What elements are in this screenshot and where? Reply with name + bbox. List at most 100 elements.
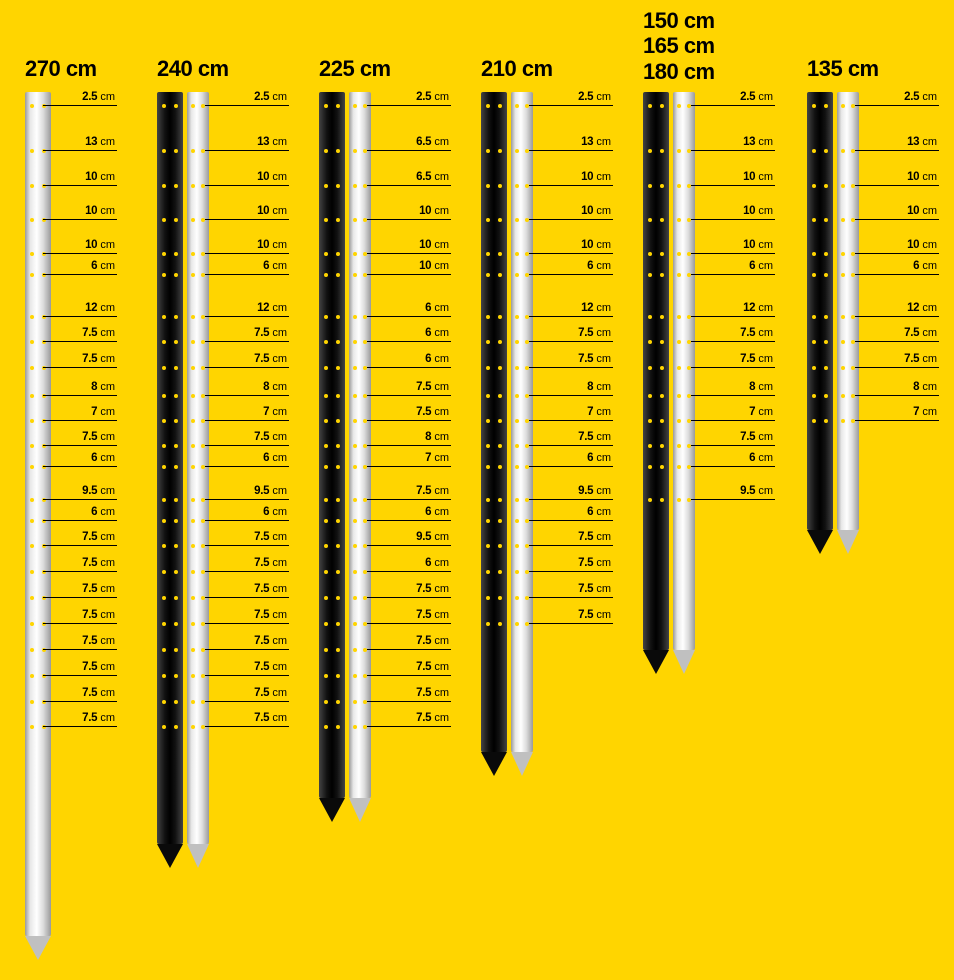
measure-value: 7.5 [254,712,269,724]
post-hole [162,419,166,423]
measure-unit: cm [919,205,937,217]
measure-label: 6.5 cm [367,137,451,151]
post-hole [648,273,652,277]
post-hole [498,544,502,548]
measure-unit: cm [269,712,287,724]
measure-value: 7.5 [740,327,755,339]
post-hole [660,444,664,448]
measure-unit: cm [755,406,773,418]
measure-label: 7 cm [691,407,775,421]
post-hole [191,218,195,222]
post-black [481,92,507,752]
post-hole [841,218,845,222]
post-hole [30,725,34,729]
measure-unit: cm [593,557,611,569]
measure-label: 7.5 cm [205,532,289,546]
post-hole [191,273,195,277]
measure-value: 6.5 [416,136,431,148]
measure-label: 8 cm [855,382,939,396]
measure-unit: cm [97,583,115,595]
post-hole [336,149,340,153]
measure-unit: cm [431,609,449,621]
post-hole [30,340,34,344]
post-hole [353,570,357,574]
measure-label: 10 cm [691,206,775,220]
post-black [157,92,183,844]
measure-value: 2.5 [254,91,269,103]
measure-label: 6 cm [205,453,289,467]
measure-label: 2.5 cm [529,92,613,106]
measure-label: 8 cm [691,382,775,396]
measure-label: 10 cm [205,240,289,254]
measure-unit: cm [755,302,773,314]
post-hole [353,544,357,548]
post-hole [353,252,357,256]
post-hole [515,544,519,548]
post-hole [336,394,340,398]
post-hole [660,218,664,222]
measure-label: 7.5 cm [205,688,289,702]
post-hole [162,465,166,469]
measure-label: 6.5 cm [367,172,451,186]
measure-unit: cm [97,239,115,251]
measure-unit: cm [593,431,611,443]
measure-value: 7.5 [82,687,97,699]
post-hole [353,218,357,222]
measure-label: 7.5 cm [43,354,117,368]
post-hole [162,366,166,370]
measure-value: 10 [85,239,97,251]
post-hole [677,465,681,469]
measure-unit: cm [431,452,449,464]
post-hole [515,519,519,523]
measure-unit: cm [269,635,287,647]
measure-unit: cm [269,485,287,497]
post-hole [30,394,34,398]
measure-unit: cm [269,91,287,103]
measure-value: 7.5 [254,687,269,699]
post-hole [162,184,166,188]
measure-value: 13 [257,136,269,148]
measure-value: 6.5 [416,171,431,183]
measure-value: 7.5 [82,635,97,647]
post-hole [191,340,195,344]
post-hole [174,273,178,277]
post-hole [191,465,195,469]
measure-label: 6 cm [43,507,117,521]
post-hole [515,184,519,188]
measure-value: 7.5 [740,353,755,365]
post-hole [486,498,490,502]
post-hole [30,465,34,469]
measure-value: 7.5 [82,661,97,673]
post-hole [324,104,328,108]
measure-unit: cm [97,712,115,724]
measure-unit: cm [431,239,449,251]
measure-unit: cm [919,260,937,272]
measure-label: 7.5 cm [529,354,613,368]
post-hole [162,700,166,704]
post-hole [336,419,340,423]
post-hole [824,184,828,188]
measure-label: 10 cm [855,240,939,254]
measure-label: 13 cm [205,137,289,151]
post-hole [841,394,845,398]
measure-value: 7.5 [578,557,593,569]
measure-value: 13 [907,136,919,148]
measure-value: 9.5 [254,485,269,497]
post-hole [841,184,845,188]
measure-unit: cm [755,205,773,217]
measure-label: 6 cm [367,328,451,342]
measure-label: 10 cm [43,172,117,186]
measure-label: 7.5 cm [43,688,117,702]
post-hole [648,149,652,153]
measure-label: 6 cm [367,354,451,368]
post-hole [30,674,34,678]
measure-value: 10 [581,205,593,217]
post-hole [353,315,357,319]
measure-unit: cm [593,353,611,365]
post-hole [486,149,490,153]
measure-label: 8 cm [205,382,289,396]
measure-unit: cm [431,205,449,217]
post-hole [648,394,652,398]
post-hole [677,498,681,502]
post-hole [648,419,652,423]
